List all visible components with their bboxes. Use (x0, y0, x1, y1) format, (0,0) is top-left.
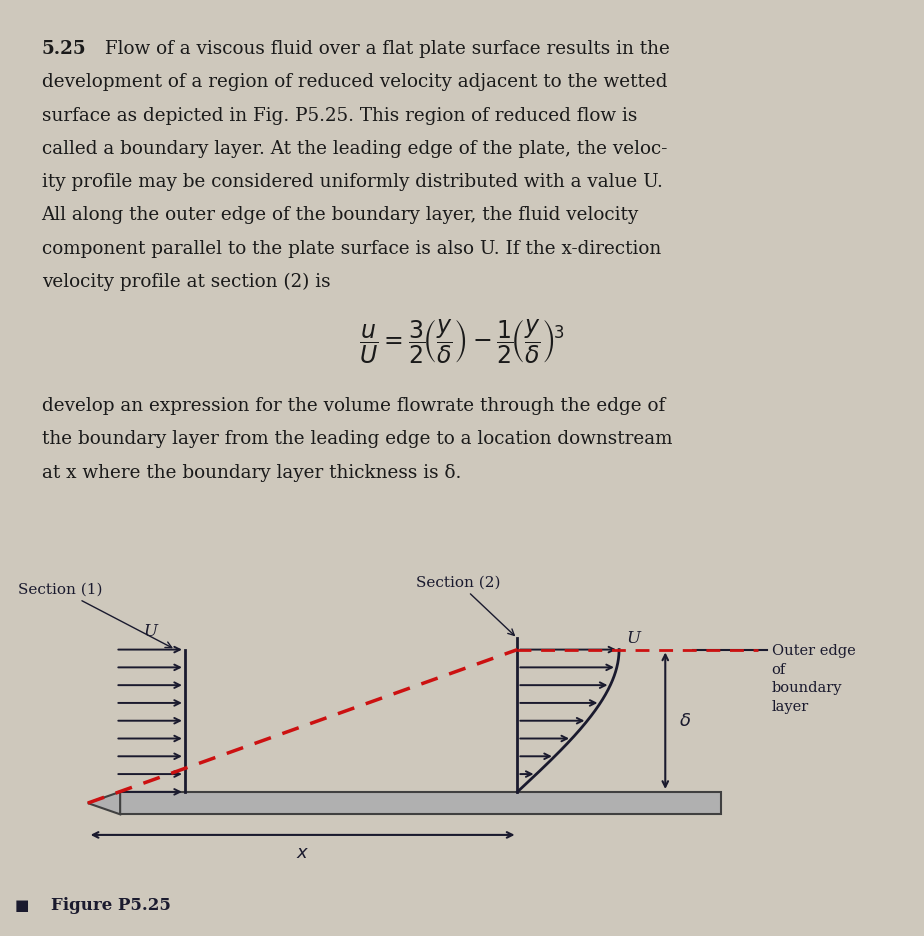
Text: Outer edge: Outer edge (772, 644, 856, 658)
Text: surface as depicted in Fig. P5.25. This region of reduced flow is: surface as depicted in Fig. P5.25. This … (42, 107, 637, 124)
Text: velocity profile at section (2) is: velocity profile at section (2) is (42, 272, 330, 291)
Text: the boundary layer from the leading edge to a location downstream: the boundary layer from the leading edge… (42, 431, 672, 448)
Text: develop an expression for the volume flowrate through the edge of: develop an expression for the volume flo… (42, 397, 665, 416)
Bar (120, 792, 721, 814)
Text: Flow of a viscous fluid over a flat plate surface results in the: Flow of a viscous fluid over a flat plat… (99, 40, 670, 58)
Polygon shape (88, 792, 120, 814)
Text: Section (1): Section (1) (18, 583, 172, 648)
Text: All along the outer edge of the boundary layer, the fluid velocity: All along the outer edge of the boundary… (42, 206, 638, 225)
Text: Section (2): Section (2) (416, 576, 515, 636)
Text: Figure P5.25: Figure P5.25 (51, 897, 171, 914)
Text: development of a region of reduced velocity adjacent to the wetted: development of a region of reduced veloc… (42, 73, 667, 92)
Text: U: U (143, 623, 157, 640)
Text: $\blacksquare$: $\blacksquare$ (14, 898, 29, 914)
Text: layer: layer (772, 700, 808, 714)
Text: $\delta$: $\delta$ (679, 711, 691, 730)
Text: boundary: boundary (772, 681, 842, 695)
Text: called a boundary layer. At the leading edge of the plate, the veloc-: called a boundary layer. At the leading … (42, 139, 667, 158)
Text: $\dfrac{u}{U} = \dfrac{3}{2}\!\left(\dfrac{y}{\delta}\right) - \dfrac{1}{2}\!\le: $\dfrac{u}{U} = \dfrac{3}{2}\!\left(\dfr… (359, 317, 565, 366)
Text: component parallel to the plate surface is also U. If the x-direction: component parallel to the plate surface … (42, 240, 661, 257)
Text: 5.25: 5.25 (42, 40, 86, 58)
Text: ity profile may be considered uniformly distributed with a value U.: ity profile may be considered uniformly … (42, 173, 663, 191)
Text: $x$: $x$ (296, 844, 310, 862)
Text: of: of (772, 663, 785, 677)
Text: U: U (626, 630, 640, 647)
Text: at x where the boundary layer thickness is δ.: at x where the boundary layer thickness … (42, 463, 461, 482)
